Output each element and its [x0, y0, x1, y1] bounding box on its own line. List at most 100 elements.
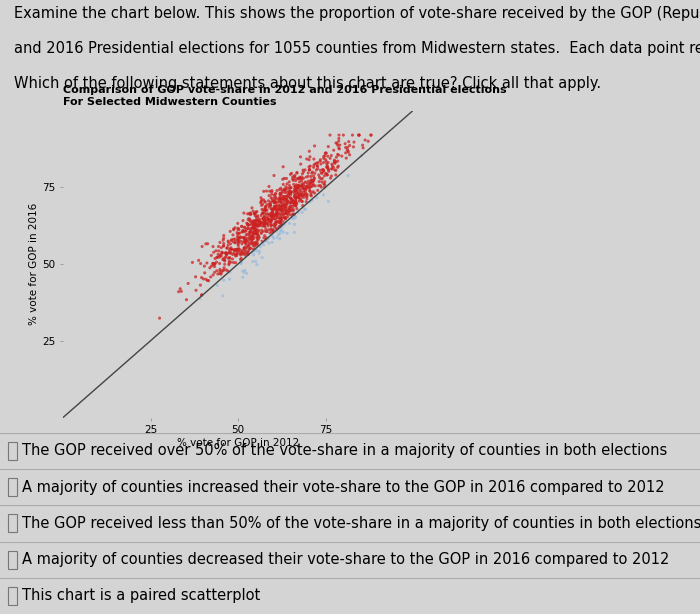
Point: [236, 257, 247, 267]
Point: [239, 243, 250, 252]
Point: [266, 211, 277, 221]
Point: [261, 209, 272, 219]
Point: [267, 226, 279, 236]
Point: [291, 184, 302, 194]
Point: [244, 216, 256, 226]
Point: [237, 216, 248, 225]
Point: [286, 187, 297, 197]
Point: [239, 226, 251, 236]
Point: [233, 234, 244, 244]
Point: [232, 248, 243, 258]
Point: [239, 236, 251, 246]
Point: [290, 201, 302, 211]
Point: [326, 150, 337, 160]
Point: [249, 220, 260, 230]
Point: [246, 223, 257, 233]
Point: [302, 182, 313, 192]
Point: [232, 219, 244, 228]
Point: [333, 136, 344, 146]
Point: [265, 221, 276, 231]
Point: [307, 187, 318, 196]
Point: [263, 233, 274, 243]
Point: [276, 220, 287, 230]
Point: [266, 210, 277, 220]
Point: [267, 232, 279, 242]
Point: [281, 197, 292, 207]
Point: [274, 213, 285, 223]
Point: [234, 244, 245, 254]
Point: [281, 179, 293, 188]
Point: [289, 219, 300, 229]
Point: [237, 247, 248, 257]
Point: [286, 168, 297, 178]
Point: [323, 196, 334, 206]
Point: [260, 236, 271, 246]
Point: [279, 203, 290, 212]
Point: [252, 230, 263, 239]
Point: [263, 191, 274, 201]
Point: [276, 222, 288, 232]
Point: [318, 166, 329, 176]
Point: [266, 189, 277, 199]
Text: A majority of counties increased their vote-share to the GOP in 2016 compared to: A majority of counties increased their v…: [22, 480, 665, 495]
Point: [223, 240, 234, 250]
Point: [260, 197, 271, 207]
Point: [304, 179, 315, 189]
Point: [336, 151, 347, 161]
Point: [338, 130, 349, 140]
Point: [267, 238, 278, 247]
Point: [300, 184, 312, 193]
Point: [225, 257, 236, 267]
Point: [193, 255, 204, 265]
Point: [237, 225, 248, 235]
Point: [279, 192, 290, 201]
Point: [281, 206, 292, 216]
Point: [244, 244, 255, 254]
Point: [240, 226, 251, 236]
Point: [285, 201, 296, 211]
Point: [254, 220, 265, 230]
Point: [249, 220, 260, 230]
Point: [266, 204, 277, 214]
Point: [279, 201, 290, 211]
Point: [319, 182, 330, 192]
Point: [236, 222, 247, 231]
Point: [276, 201, 288, 211]
Point: [298, 183, 309, 193]
Point: [312, 161, 323, 171]
Point: [249, 226, 260, 236]
Point: [228, 258, 239, 268]
Point: [253, 248, 265, 258]
Point: [298, 187, 309, 196]
Point: [272, 194, 284, 204]
Point: [279, 185, 290, 195]
Point: [226, 235, 237, 245]
Point: [284, 188, 295, 198]
Point: [228, 249, 239, 258]
Point: [232, 225, 244, 235]
Point: [315, 159, 326, 169]
Point: [322, 170, 333, 180]
Point: [237, 227, 248, 237]
Point: [270, 195, 281, 204]
Point: [305, 179, 316, 188]
Point: [279, 200, 290, 209]
Point: [235, 248, 246, 258]
Point: [295, 194, 306, 204]
Point: [230, 223, 241, 233]
Point: [230, 246, 241, 255]
Point: [287, 173, 298, 182]
Point: [321, 161, 332, 171]
Point: [293, 208, 304, 217]
Point: [254, 220, 265, 230]
Point: [332, 150, 343, 160]
Point: [295, 184, 306, 194]
Point: [224, 246, 235, 255]
Point: [246, 231, 258, 241]
Point: [323, 165, 334, 175]
Point: [276, 201, 288, 211]
Point: [316, 168, 327, 178]
Point: [251, 220, 262, 230]
Point: [290, 187, 302, 196]
Point: [261, 205, 272, 215]
